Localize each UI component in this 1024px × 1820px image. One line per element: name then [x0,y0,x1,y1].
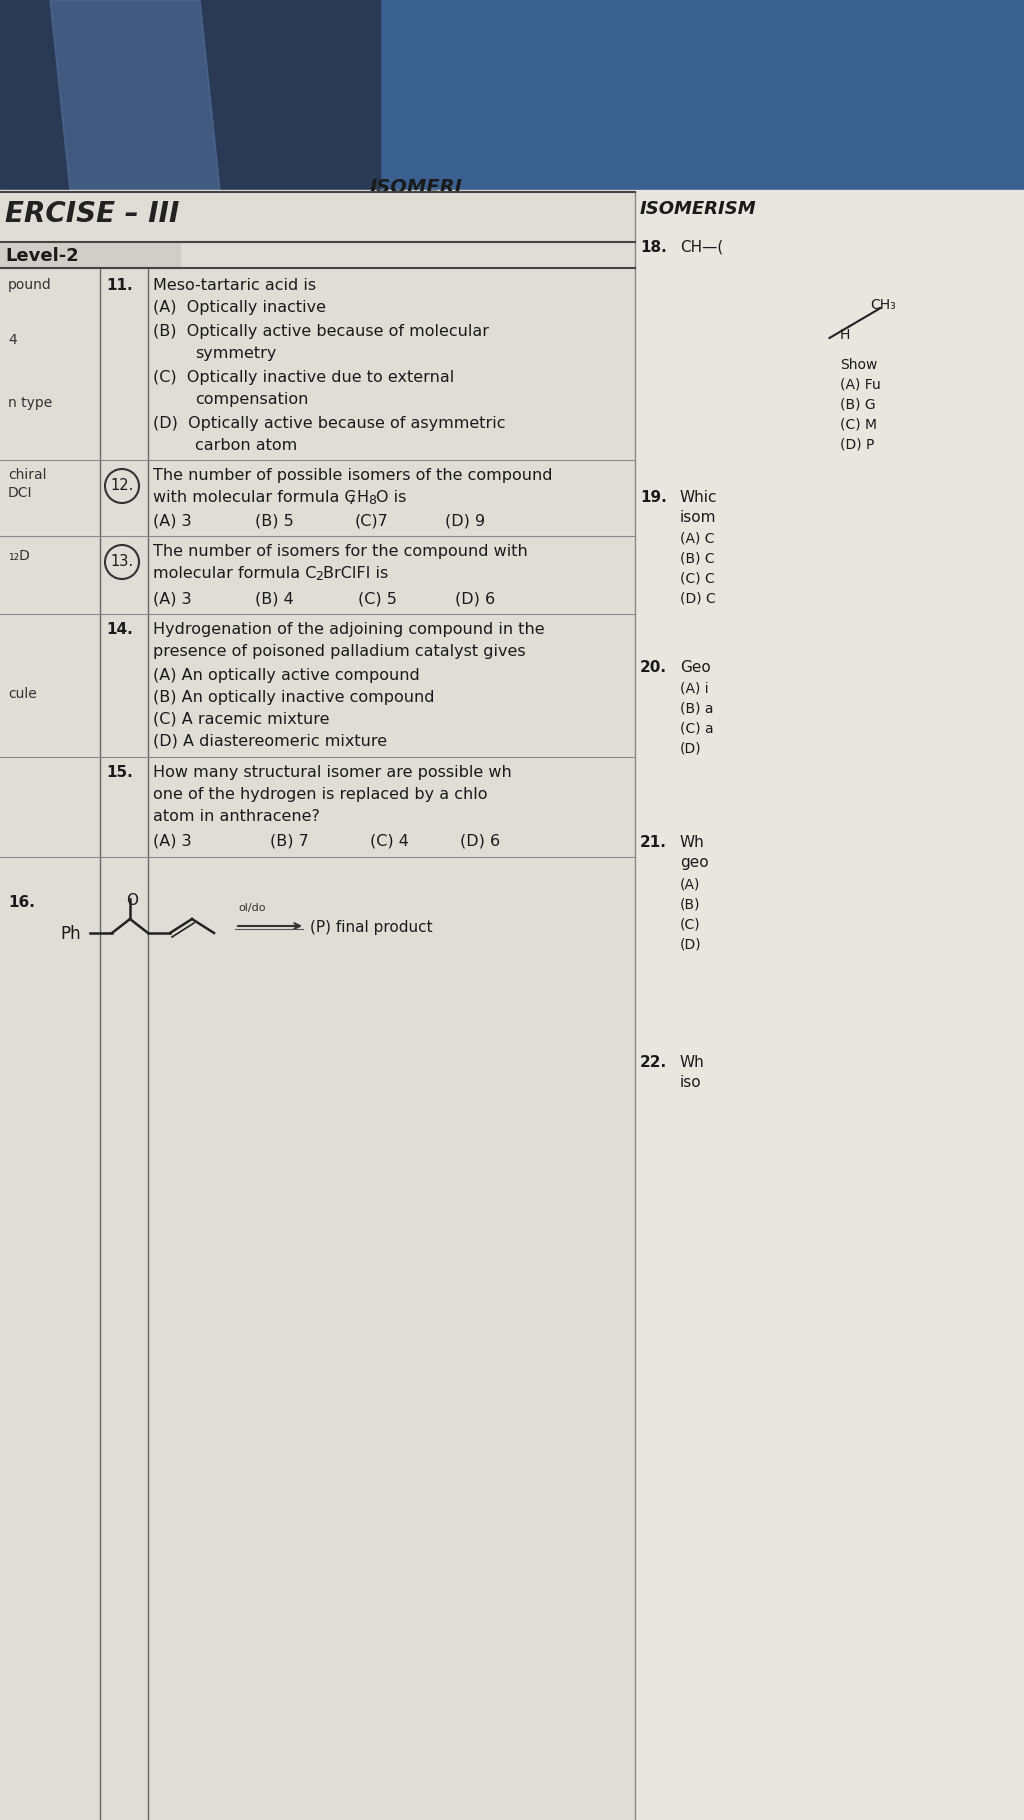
Text: geo: geo [680,855,709,870]
Text: H: H [356,490,368,504]
Text: pound: pound [8,278,52,291]
Text: (C) A racemic mixture: (C) A racemic mixture [153,712,330,726]
Text: (C) 5: (C) 5 [358,592,397,608]
Text: chiral: chiral [8,468,46,482]
Text: (D): (D) [680,743,701,755]
Text: Ph: Ph [60,925,81,943]
Text: (B) G: (B) G [840,399,876,411]
Text: (A): (A) [680,877,700,892]
Text: carbon atom: carbon atom [195,439,297,453]
Text: 4: 4 [8,333,16,348]
Text: (A) i: (A) i [680,682,709,695]
Text: (C): (C) [680,917,700,932]
Text: (C)7: (C)7 [355,513,389,530]
Text: 2: 2 [315,570,323,582]
Bar [0,0,380,189]
Text: Hydrogenation of the adjoining compound in the: Hydrogenation of the adjoining compound … [153,622,545,637]
Text: 18.: 18. [640,240,667,255]
Text: 15.: 15. [106,764,133,781]
Text: Level-2: Level-2 [5,248,79,266]
Bar [0,189,635,1820]
Text: O is: O is [376,490,407,504]
Text: 20.: 20. [640,661,667,675]
Text: ISOMERISM: ISOMERISM [640,200,757,218]
Text: (D) A diastereomeric mixture: (D) A diastereomeric mixture [153,733,387,750]
Text: n type: n type [8,397,52,410]
Text: (A) 3: (A) 3 [153,834,191,848]
Text: BrClFI is: BrClFI is [323,566,388,581]
Text: Show: Show [840,359,877,371]
Text: (A) Fu: (A) Fu [840,379,881,391]
Text: (B) An optically inactive compound: (B) An optically inactive compound [153,690,434,704]
Text: (B)  Optically active because of molecular: (B) Optically active because of molecula… [153,324,489,339]
Text: CH₃: CH₃ [870,298,896,311]
Text: CH—(: CH—( [680,240,723,255]
Text: H: H [840,328,850,342]
Text: (A) 3: (A) 3 [153,513,191,530]
Text: Wh: Wh [680,1056,705,1070]
Text: (B) a: (B) a [680,703,714,715]
Text: Wh: Wh [680,835,705,850]
Text: (B) 5: (B) 5 [255,513,294,530]
Text: (D) 6: (D) 6 [455,592,496,608]
Text: (C) a: (C) a [680,723,714,735]
Text: 11.: 11. [106,278,133,293]
Text: 21.: 21. [640,835,667,850]
Text: 22.: 22. [640,1056,667,1070]
Text: (D): (D) [680,937,701,952]
Text: (A) C: (A) C [680,531,715,546]
Text: iso: iso [680,1076,701,1090]
Text: ISOMERI: ISOMERI [370,178,463,197]
Text: 12.: 12. [111,479,134,493]
Text: (B) 4: (B) 4 [255,592,294,608]
Text: (P) final product: (P) final product [310,919,432,935]
Text: ol/do: ol/do [238,903,265,914]
Text: Geo: Geo [680,661,711,675]
Text: How many structural isomer are possible wh: How many structural isomer are possible … [153,764,512,781]
Text: Whic: Whic [680,490,718,504]
Text: ERCISE – III: ERCISE – III [5,200,179,228]
Text: presence of poisoned palladium catalyst gives: presence of poisoned palladium catalyst … [153,644,525,659]
Text: 7: 7 [348,493,356,508]
Text: one of the hydrogen is replaced by a chlo: one of the hydrogen is replaced by a chl… [153,786,487,803]
Text: cule: cule [8,686,37,701]
Text: The number of possible isomers of the compound: The number of possible isomers of the co… [153,468,553,482]
Text: (D) C: (D) C [680,592,716,606]
Text: (C) M: (C) M [840,419,877,431]
Text: (A)  Optically inactive: (A) Optically inactive [153,300,326,315]
Text: (D)  Optically active because of asymmetric: (D) Optically active because of asymmetr… [153,417,506,431]
Text: 19.: 19. [640,490,667,504]
Text: 13.: 13. [111,555,133,570]
Text: with molecular formula C: with molecular formula C [153,490,355,504]
Text: The number of isomers for the compound with: The number of isomers for the compound w… [153,544,527,559]
Text: 16.: 16. [8,895,35,910]
Text: Meso-tartaric acid is: Meso-tartaric acid is [153,278,316,293]
Text: 8: 8 [368,493,376,508]
Text: (B): (B) [680,897,700,912]
Text: atom in anthracene?: atom in anthracene? [153,810,319,824]
Bar [635,189,1024,1820]
Text: isom: isom [680,510,717,524]
Text: molecular formula C: molecular formula C [153,566,316,581]
Bar [0,242,180,268]
Text: (A) 3: (A) 3 [153,592,191,608]
Bar [0,0,1024,189]
Text: compensation: compensation [195,391,308,408]
Text: (C) 4: (C) 4 [370,834,409,848]
Text: 14.: 14. [106,622,133,637]
Text: (B) C: (B) C [680,551,715,566]
Text: (B) 7: (B) 7 [270,834,309,848]
Polygon shape [50,0,220,189]
Text: O: O [126,894,138,908]
Text: (D) 6: (D) 6 [460,834,500,848]
Text: symmetry: symmetry [195,346,276,360]
Text: (D) P: (D) P [840,439,874,451]
Text: (A) An optically active compound: (A) An optically active compound [153,668,420,682]
Text: ₁₂D: ₁₂D [8,550,30,562]
Text: DCI: DCI [8,486,33,501]
Text: (C)  Optically inactive due to external: (C) Optically inactive due to external [153,369,455,386]
Text: (D) 9: (D) 9 [445,513,485,530]
Text: (C) C: (C) C [680,571,715,586]
